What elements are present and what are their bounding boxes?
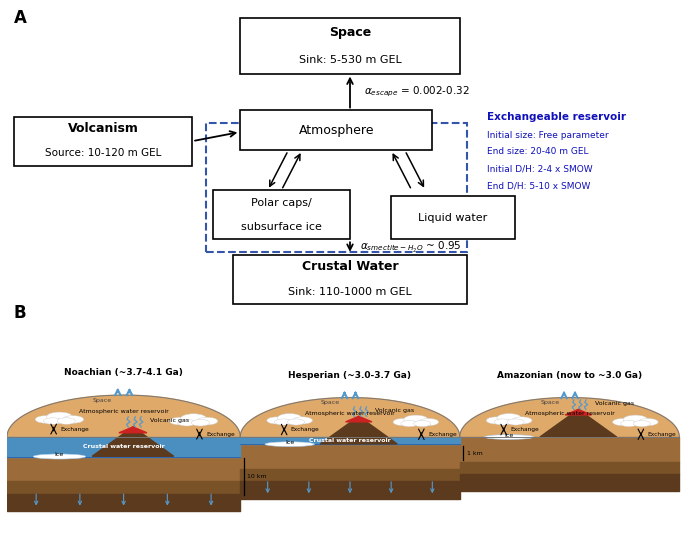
Text: Volcanic gas: Volcanic gas: [375, 408, 414, 413]
Circle shape: [634, 420, 650, 427]
Text: Polar caps/: Polar caps/: [251, 197, 312, 208]
Text: Atmospheric water reservoir: Atmospheric water reservoir: [524, 411, 615, 416]
Circle shape: [293, 417, 312, 424]
Polygon shape: [92, 427, 174, 456]
Bar: [206, 123, 467, 252]
Ellipse shape: [265, 442, 314, 447]
Text: Crustal water reservoir: Crustal water reservoir: [309, 438, 391, 443]
Polygon shape: [240, 398, 460, 437]
Polygon shape: [540, 409, 617, 437]
Text: Ice: Ice: [55, 452, 64, 458]
Polygon shape: [7, 395, 240, 437]
Text: Ice: Ice: [505, 433, 514, 438]
Text: Sink: 5-530 m GEL: Sink: 5-530 m GEL: [299, 55, 401, 65]
Text: $\alpha_{smectite-H_2O}$ ~ 0.95: $\alpha_{smectite-H_2O}$ ~ 0.95: [360, 239, 462, 255]
Text: Exchange: Exchange: [206, 432, 235, 437]
Text: Exchange: Exchange: [290, 427, 319, 432]
Text: Volcanism: Volcanism: [68, 122, 139, 135]
Circle shape: [497, 414, 522, 423]
Text: B: B: [14, 304, 27, 322]
Circle shape: [404, 415, 428, 424]
Polygon shape: [460, 398, 679, 437]
Ellipse shape: [33, 454, 85, 459]
Text: Exchange: Exchange: [648, 432, 676, 437]
Text: Liquid water: Liquid water: [419, 213, 487, 223]
Circle shape: [47, 412, 72, 421]
Text: Atmosphere: Atmosphere: [298, 124, 374, 137]
Circle shape: [181, 414, 206, 423]
Text: Volcanic gas: Volcanic gas: [150, 418, 190, 423]
Bar: [391, 196, 514, 239]
Circle shape: [178, 419, 196, 426]
Bar: [213, 190, 350, 239]
Bar: [240, 111, 433, 150]
Text: Initial D/H: 2-4 x SMOW: Initial D/H: 2-4 x SMOW: [487, 164, 593, 173]
Text: 10 km: 10 km: [247, 474, 267, 479]
Circle shape: [512, 417, 532, 424]
Circle shape: [507, 419, 524, 425]
Text: Noachian (~3.7-4.1 Ga): Noachian (~3.7-4.1 Ga): [64, 368, 183, 376]
Text: Crustal Water: Crustal Water: [302, 260, 398, 273]
Circle shape: [612, 419, 633, 426]
Circle shape: [414, 420, 430, 427]
Circle shape: [419, 419, 439, 426]
Polygon shape: [321, 416, 397, 444]
Text: Ice: Ice: [285, 440, 294, 445]
Text: Space: Space: [540, 400, 559, 405]
Text: Source: 10-120 m GEL: Source: 10-120 m GEL: [45, 149, 161, 158]
Circle shape: [35, 415, 57, 423]
Text: Atmospheric water reservoir: Atmospheric water reservoir: [305, 411, 395, 416]
Text: subsurface ice: subsurface ice: [241, 222, 322, 232]
Text: A: A: [14, 9, 27, 27]
Circle shape: [638, 419, 658, 426]
Text: Sink: 110-1000 m GEL: Sink: 110-1000 m GEL: [288, 287, 412, 296]
Circle shape: [191, 419, 209, 426]
Bar: [233, 255, 467, 304]
Text: Initial size: Free parameter: Initial size: Free parameter: [487, 130, 609, 140]
Circle shape: [401, 420, 418, 427]
Text: End size: 20-40 m GEL: End size: 20-40 m GEL: [487, 147, 589, 156]
Text: Space: Space: [321, 400, 340, 405]
Bar: [14, 117, 192, 165]
Text: End D/H: 5-10 x SMOW: End D/H: 5-10 x SMOW: [487, 181, 591, 190]
Bar: [240, 19, 460, 73]
Circle shape: [274, 419, 292, 425]
Text: $\alpha_{escape}$ = 0.002-0.32: $\alpha_{escape}$ = 0.002-0.32: [364, 85, 470, 99]
Circle shape: [620, 420, 638, 427]
Circle shape: [486, 417, 506, 424]
Polygon shape: [119, 427, 147, 433]
Circle shape: [197, 417, 218, 425]
Text: Crustal water reservoir: Crustal water reservoir: [83, 444, 164, 449]
Text: Exchange: Exchange: [61, 426, 90, 432]
Circle shape: [288, 419, 304, 425]
Text: 1 km: 1 km: [467, 450, 482, 455]
Text: Amazonian (now to ~3.0 Ga): Amazonian (now to ~3.0 Ga): [497, 372, 642, 380]
Circle shape: [62, 415, 84, 423]
Ellipse shape: [484, 435, 534, 439]
Circle shape: [43, 418, 62, 424]
Text: Space: Space: [329, 26, 371, 39]
Circle shape: [494, 419, 511, 425]
Text: Atmospheric water reservoir: Atmospheric water reservoir: [78, 409, 169, 414]
Text: Space: Space: [93, 398, 112, 403]
Polygon shape: [346, 416, 372, 422]
Circle shape: [169, 417, 190, 425]
Circle shape: [623, 415, 648, 424]
Polygon shape: [565, 409, 592, 415]
Circle shape: [267, 417, 287, 424]
Text: Exchange: Exchange: [428, 432, 456, 437]
Circle shape: [57, 418, 76, 424]
Circle shape: [277, 414, 302, 423]
Text: Exchangeable reservoir: Exchangeable reservoir: [487, 112, 626, 122]
Text: Volcanic gas: Volcanic gas: [595, 401, 634, 406]
Text: Exchange: Exchange: [510, 427, 539, 432]
Text: Hesperian (~3.0-3.7 Ga): Hesperian (~3.0-3.7 Ga): [288, 372, 412, 380]
Circle shape: [393, 419, 413, 426]
